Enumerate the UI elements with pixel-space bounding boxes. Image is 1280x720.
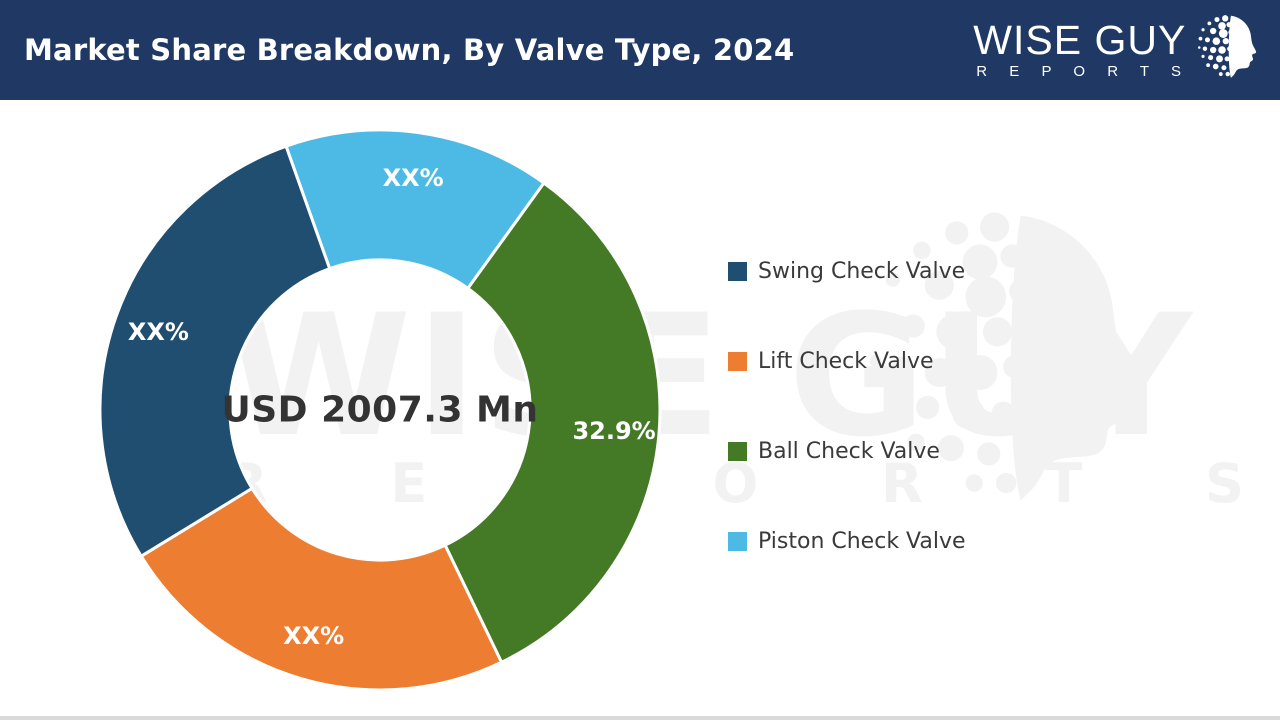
logo-head-icon xyxy=(1197,15,1257,78)
legend-item-lift-check-valve: Lift Check Valve xyxy=(728,346,934,376)
slice-label-swing-check-valve: XX% xyxy=(128,318,189,346)
donut-slice-swing-check-valve xyxy=(98,144,332,559)
donut-slice-ball-check-valve xyxy=(443,180,662,665)
legend-label: Ball Check Valve xyxy=(758,438,940,464)
legend-swatch xyxy=(728,261,747,281)
donut-slice-lift-check-valve xyxy=(139,486,504,692)
bottom-border xyxy=(0,716,1280,720)
donut-chart: XX% 32.9% XX% XX% xyxy=(98,128,662,692)
chart-area: WISE GUY R E P O R T S XX% 32.9% XX% XX% US… xyxy=(0,100,1280,716)
logo-wordmark: WISE GUY xyxy=(973,17,1187,63)
donut-center-label: USD 2007.3 Mn xyxy=(221,389,539,431)
legend: Swing Check Valve Lift Check Valve Ball Ch… xyxy=(728,100,1148,716)
wise-guy-logo: WISE GUY R E P O R T S xyxy=(973,0,1264,100)
donut-slice-piston-check-valve xyxy=(284,128,547,291)
legend-item-piston-check-valve: Piston Check Valve xyxy=(728,526,966,556)
legend-swatch xyxy=(728,351,747,371)
slice-label-piston-check-valve: XX% xyxy=(383,164,444,192)
legend-item-ball-check-valve: Ball Check Valve xyxy=(728,436,940,466)
legend-swatch xyxy=(728,531,747,551)
legend-label: Piston Check Valve xyxy=(758,528,966,554)
legend-swatch xyxy=(728,441,747,461)
legend-label: Lift Check Valve xyxy=(758,348,934,374)
logo-subtext: R E P O R T S xyxy=(976,63,1190,80)
chart-title: Market Share Breakdown, By Valve Type, 2… xyxy=(24,33,795,67)
slice-label-lift-check-valve: XX% xyxy=(283,622,344,650)
header-bar: Market Share Breakdown, By Valve Type, 2… xyxy=(0,0,1280,100)
logo-text: WISE GUY R E P O R T S xyxy=(973,17,1190,81)
legend-item-swing-check-valve: Swing Check Valve xyxy=(728,256,965,286)
slice-label-ball-check-valve: 32.9% xyxy=(572,417,655,445)
legend-label: Swing Check Valve xyxy=(758,258,966,284)
watermark-subtext: R E P O R T S xyxy=(226,452,1280,515)
